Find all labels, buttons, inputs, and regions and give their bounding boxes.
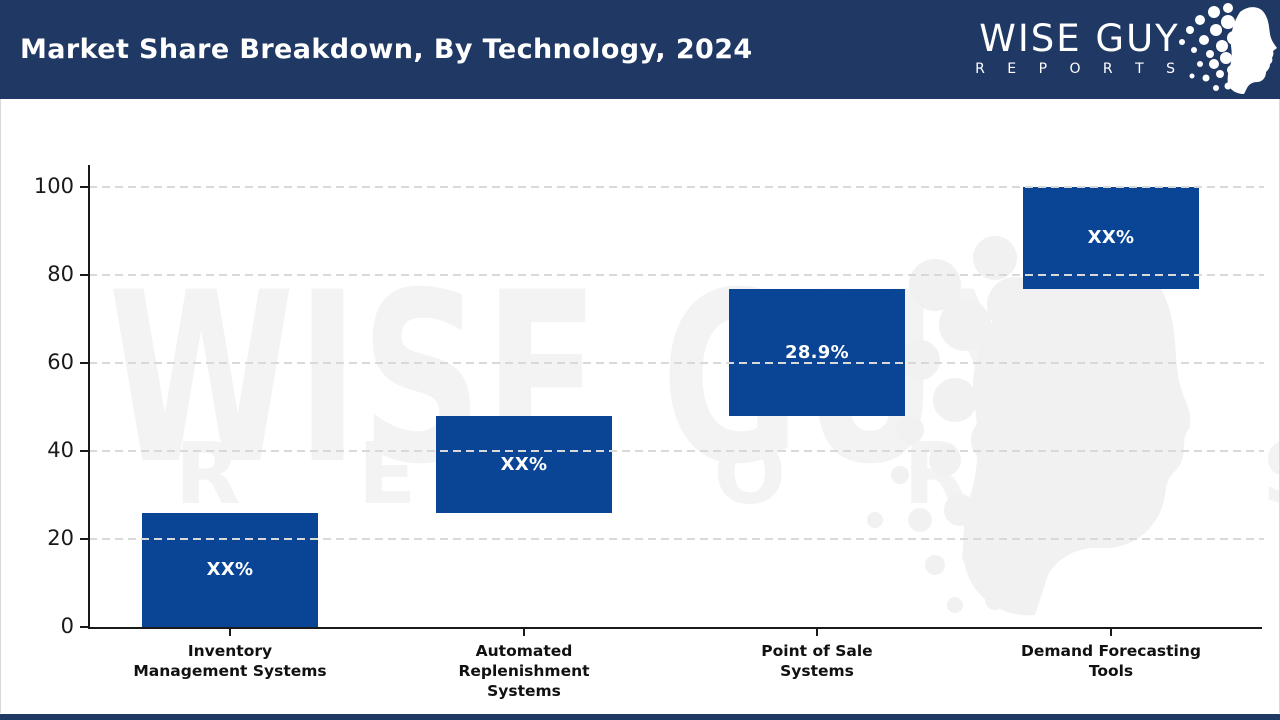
y-tick-mark-40 [80, 450, 88, 452]
bar-inventory-management-systems: XX% [142, 512, 318, 627]
x-tick-label-line: Demand Forecasting [1020, 642, 1201, 660]
x-tick-label-line: Replenishment [458, 662, 590, 680]
x-tick-label-line: Tools [1088, 662, 1134, 680]
x-tick-label-automated-replenishment-systems: Automated Replenishment Systems [404, 641, 644, 701]
watermark-face-icon [836, 223, 1190, 616]
y-tick-mark-20 [80, 538, 88, 540]
bar-automated-replenishment-systems: XX% [436, 415, 612, 513]
y-tick-label-40: 40 [47, 438, 74, 462]
y-gridline-40 [89, 450, 1264, 452]
y-gridline-80 [89, 274, 1264, 276]
y-gridline-100 [89, 186, 1264, 188]
bar-value-label: 28.9% [785, 341, 849, 363]
y-gridline-60 [89, 362, 1264, 364]
x-tick-mark-automated-replenishment-systems [523, 629, 525, 636]
x-tick-label-point-of-sale-systems: Point of Sale Systems [697, 641, 937, 681]
logo-reports-label: R E P O R T S [975, 61, 1184, 77]
y-tick-label-60: 60 [47, 350, 74, 374]
logo: WISE GUY R E P O R T S [975, 0, 1280, 99]
wiseguy-face-icon [1179, 3, 1277, 94]
x-tick-mark-inventory-management-systems [229, 629, 231, 636]
x-tick-mark-demand-forecasting-tools [1110, 629, 1112, 636]
bar-value-label: XX% [206, 559, 254, 581]
y-tick-mark-80 [80, 274, 88, 276]
x-tick-label-line: Point of Sale [761, 642, 873, 660]
header-bar: Market Share Breakdown, By Technology, 2… [0, 0, 1280, 99]
x-tick-label-line: Management Systems [133, 662, 327, 680]
y-tick-label-100: 100 [33, 174, 74, 198]
y-gridline-20 [89, 538, 1264, 540]
y-axis-line [88, 165, 90, 629]
footer-bar [0, 714, 1280, 720]
bar-demand-forecasting-tools: XX% [1023, 187, 1199, 289]
x-tick-label-inventory-management-systems: Inventory Management Systems [110, 641, 350, 681]
bar-value-label: XX% [1087, 227, 1135, 249]
logo-text: WISE GUY R E P O R T S [975, 20, 1184, 79]
x-tick-label-line: Automated [475, 642, 573, 660]
bar-point-of-sale-systems: 28.9% [729, 288, 905, 416]
x-tick-label-demand-forecasting-tools: Demand Forecasting Tools [991, 641, 1231, 681]
bar-value-label: XX% [500, 453, 548, 475]
y-tick-mark-100 [80, 186, 88, 188]
y-tick-label-0: 0 [60, 614, 74, 638]
x-tick-label-line: Inventory [187, 642, 273, 660]
x-tick-mark-point-of-sale-systems [816, 629, 818, 636]
y-tick-label-20: 20 [47, 526, 74, 550]
x-axis-line [88, 627, 1262, 629]
y-tick-mark-60 [80, 362, 88, 364]
x-tick-label-line: Systems [780, 662, 854, 680]
page-title: Market Share Breakdown, By Technology, 2… [20, 34, 753, 65]
x-tick-label-line: Systems [487, 682, 561, 700]
y-tick-mark-0 [80, 626, 88, 628]
logo-wiseguy-label: WISE GUY [979, 17, 1180, 60]
y-tick-label-80: 80 [47, 262, 74, 286]
